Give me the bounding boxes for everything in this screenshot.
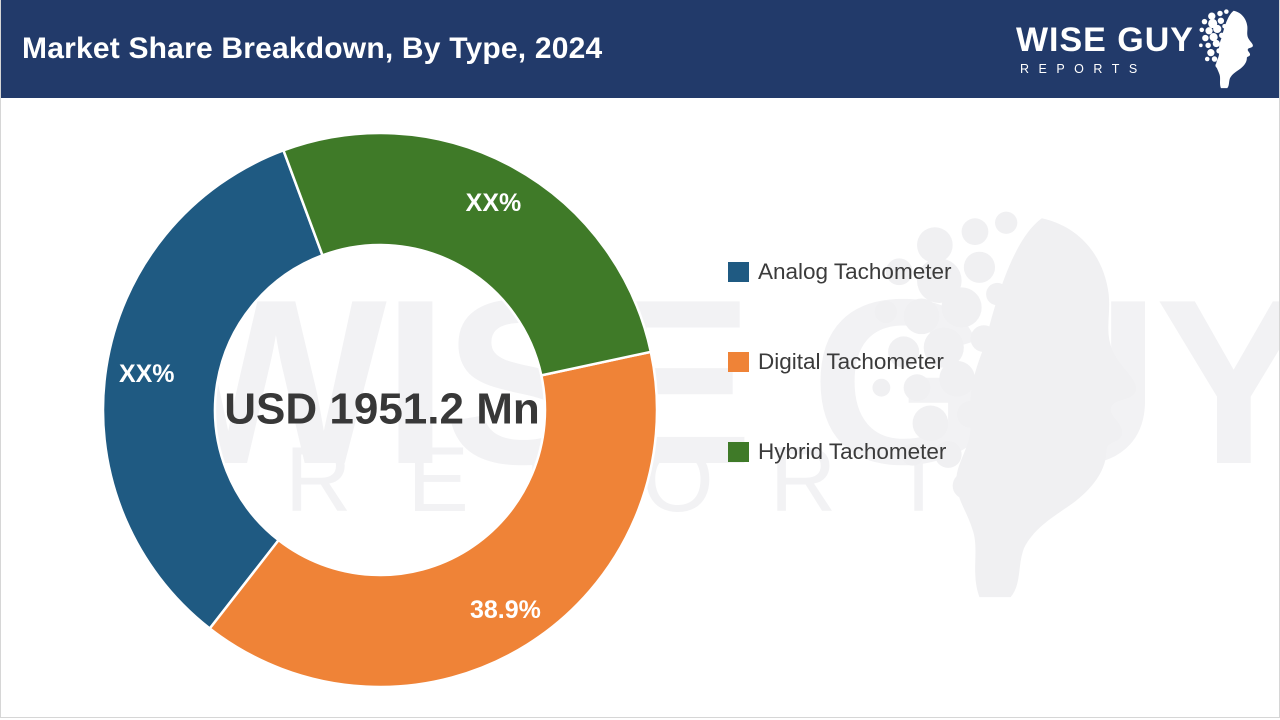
legend-label: Digital Tachometer: [758, 349, 944, 374]
dot-face-logo-icon: [1199, 9, 1253, 89]
donut-slice-0: [101, 149, 324, 630]
logo-text: WISE GUY REPORTS: [1016, 23, 1194, 76]
logo-reports-text: REPORTS: [1019, 61, 1147, 76]
logo-wordmark: WISE GUY: [1015, 20, 1194, 59]
donut-slice-2: [282, 131, 653, 377]
legend-item-hybrid: Hybrid Tachometer: [728, 436, 946, 468]
legend-swatch-digital: [728, 352, 749, 372]
slice-value-label-2: XX%: [466, 189, 522, 217]
slice-value-label-0: XX%: [119, 360, 175, 388]
legend-swatch-analog: [728, 262, 749, 282]
legend-label: Hybrid Tachometer: [758, 439, 947, 464]
page-header: Market Share Breakdown, By Type, 2024 WI…: [0, 0, 1280, 98]
legend-item-digital: Digital Tachometer: [728, 346, 944, 378]
legend-item-analog: Analog Tachometer: [728, 256, 951, 288]
donut-slice-1: [208, 350, 659, 689]
wise-guy-reports-logo: WISE GUY REPORTS: [1016, 8, 1262, 90]
legend-swatch-hybrid: [728, 442, 749, 462]
page-title: Market Share Breakdown, By Type, 2024: [22, 32, 603, 65]
chart-center-value: USD 1951.2 Mn: [224, 385, 539, 434]
slice-value-label-1: 38.9%: [470, 596, 541, 624]
legend-label: Analog Tachometer: [758, 259, 952, 284]
